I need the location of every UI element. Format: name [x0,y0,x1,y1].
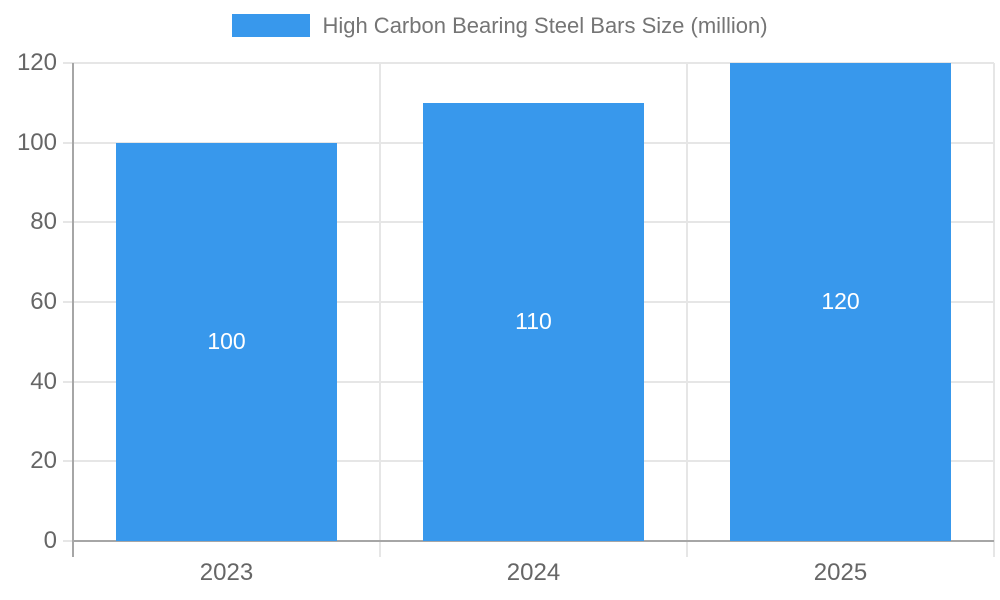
y-axis-tick-label: 120 [16,49,57,76]
bar-value-label: 110 [515,307,552,334]
y-axis-tick-label: 60 [30,288,57,315]
y-tick-mark [63,540,73,542]
legend-item[interactable]: High Carbon Bearing Steel Bars Size (mil… [0,14,1000,37]
category-boundary-line [686,63,688,557]
legend-swatch [232,14,311,37]
y-axis-tick-label: 80 [30,208,57,236]
bar[interactable] [423,102,644,541]
bar[interactable] [116,142,337,541]
y-gridline [63,62,994,64]
legend-label: High Carbon Bearing Steel Bars Size (mil… [322,13,768,38]
y-axis-tick-label: 40 [30,367,57,395]
bar[interactable] [730,63,951,541]
x-axis-tick-label: 2025 [813,559,868,586]
y-axis-tick-label: 0 [43,527,57,554]
bar-value-label: 100 [207,327,246,354]
y-axis-tick-label: 20 [30,447,57,475]
x-axis-tick-label: 2023 [199,559,254,586]
y-axis-line [72,63,74,557]
y-axis-tick-label: 100 [16,128,57,156]
bar-value-label: 120 [821,288,860,314]
x-axis-tick-label: 2024 [506,559,561,586]
x-axis-line [73,540,994,542]
category-boundary-line [993,63,995,557]
category-boundary-line [379,63,381,557]
